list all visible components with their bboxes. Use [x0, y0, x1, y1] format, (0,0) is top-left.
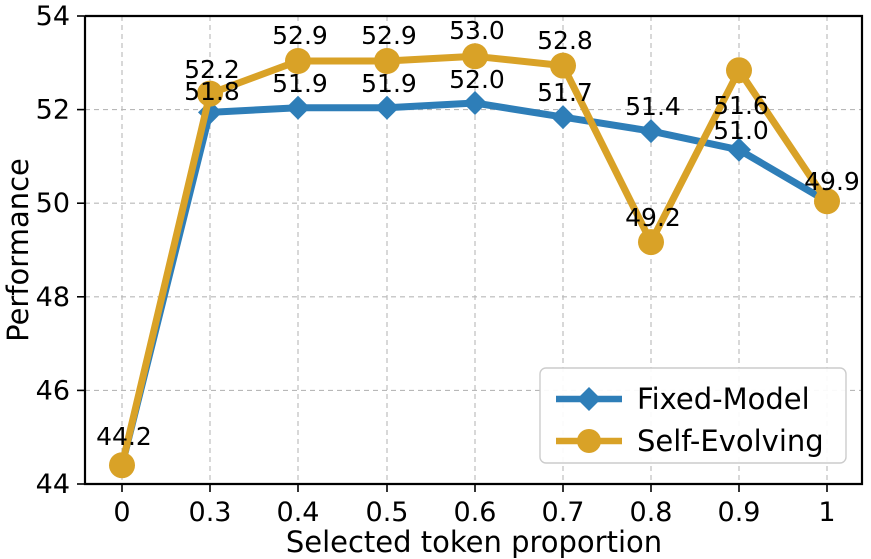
- y-tick-label-46: 46: [36, 375, 70, 406]
- marker-evolving-4: [462, 43, 488, 70]
- marker-fixed-2: [286, 95, 310, 120]
- point-label-fixed-7: 51.0: [713, 116, 769, 145]
- axis-frame: [83, 14, 864, 486]
- marker-fixed-7: [727, 137, 751, 162]
- marker-fixed-3: [375, 95, 399, 120]
- series-self-evolving: [109, 43, 840, 479]
- x-tick-label-5: 0.7: [542, 497, 585, 528]
- series-markers-self-evolving: [109, 43, 840, 479]
- x-tick-label-1: 0.3: [189, 497, 232, 528]
- y-tick-label-50: 50: [36, 188, 70, 219]
- marker-fixed-4: [463, 91, 487, 115]
- marker-evolving-6: [638, 229, 664, 256]
- x-tick-label-8: 1: [818, 497, 835, 528]
- marker-evolving-8: [814, 188, 840, 215]
- point-label-evolving-5: 52.8: [537, 26, 593, 55]
- point-label-evolving-1: 52.2: [184, 55, 240, 84]
- y-tick-label-54: 54: [36, 1, 70, 32]
- legend-entry-fixed-model[interactable]: Fixed-Model: [556, 382, 810, 416]
- marker-evolving-1: [197, 80, 223, 107]
- point-label-evolving-4: 53.0: [449, 16, 505, 45]
- marker-evolving-5: [550, 52, 576, 79]
- point-label-fixed-1: 51.8: [184, 77, 240, 106]
- legend-label-self-evolving: Self-Evolving: [637, 424, 824, 458]
- x-tick-label-4: 0.6: [454, 497, 497, 528]
- point-label-fixed-5: 51.7: [537, 78, 593, 107]
- marker-fixed-5: [551, 105, 575, 130]
- x-tick-labels: 0 0.3 0.4 0.5 0.6 0.7 0.8 0.9 1: [113, 497, 835, 528]
- point-label-evolving-7: 51.6: [713, 91, 769, 120]
- legend-circle-marker-icon: [577, 429, 601, 453]
- y-tick-label-48: 48: [36, 282, 70, 313]
- marker-evolving-0: [109, 452, 135, 479]
- x-tick-label-3: 0.5: [366, 497, 409, 528]
- legend-diamond-marker-icon: [577, 387, 601, 411]
- point-label-evolving-2: 52.9: [272, 21, 328, 50]
- point-label-evolving-3: 52.9: [361, 21, 417, 50]
- point-label-evolving-6: 49.2: [625, 203, 681, 232]
- x-tick-label-7: 0.9: [718, 497, 761, 528]
- chart-legend[interactable]: Fixed-Model Self-Evolving: [539, 367, 847, 464]
- point-label-fixed-3: 51.9: [361, 69, 417, 98]
- marker-evolving-2: [285, 48, 311, 74]
- x-tick-label-2: 0.4: [277, 497, 320, 528]
- y-axis-title: Performance: [1, 158, 35, 342]
- y-tick-marks: [77, 15, 85, 485]
- y-tick-label-44: 44: [36, 469, 70, 500]
- point-label-fixed-6: 51.4: [625, 92, 681, 121]
- legend-entry-self-evolving[interactable]: Self-Evolving: [556, 424, 824, 458]
- point-label-evolving-8: 49.9: [804, 167, 860, 196]
- marker-evolving-7: [726, 57, 752, 84]
- x-axis-title: Selected token proportion: [286, 525, 662, 559]
- marker-evolving-3: [374, 48, 400, 74]
- y-tick-label-52: 52: [36, 95, 70, 126]
- x-tick-label-0: 0: [113, 497, 130, 528]
- x-tick-marks: [121, 484, 828, 492]
- point-labels-self-evolving: 44.2 52.2 52.9 52.9 53.0 52.8 49.2 51.6 …: [96, 16, 860, 451]
- point-label-fixed-2: 51.9: [272, 69, 328, 98]
- y-tick-labels: 44 46 48 50 52 54: [36, 1, 70, 500]
- legend-label-fixed-model: Fixed-Model: [637, 382, 810, 416]
- x-tick-label-6: 0.8: [630, 497, 673, 528]
- point-label-evolving-0: 44.2: [96, 422, 152, 451]
- marker-fixed-6: [639, 119, 663, 144]
- point-labels-fixed-model: 51.8 51.9 51.9 52.0 51.7 51.4 51.0: [184, 65, 769, 145]
- point-label-fixed-4: 52.0: [449, 65, 505, 94]
